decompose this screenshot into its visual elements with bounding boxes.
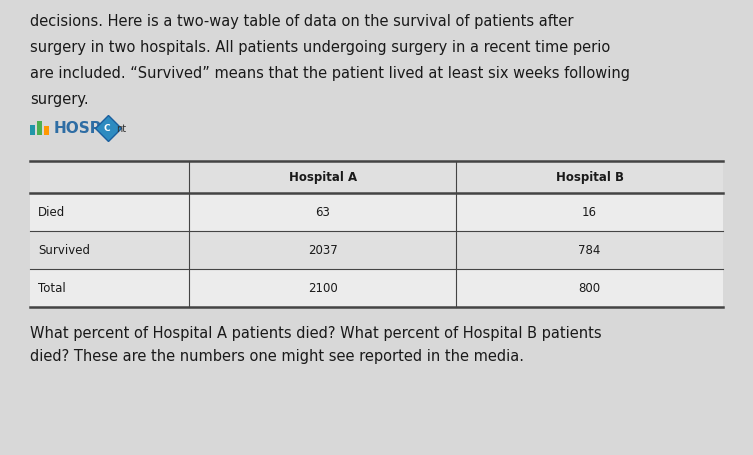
Text: nt: nt bbox=[116, 124, 126, 134]
Text: HOSP: HOSP bbox=[54, 121, 102, 136]
Text: 2100: 2100 bbox=[308, 282, 337, 295]
Text: Total: Total bbox=[38, 282, 66, 295]
FancyBboxPatch shape bbox=[30, 162, 723, 307]
Text: 800: 800 bbox=[578, 282, 601, 295]
FancyBboxPatch shape bbox=[30, 232, 723, 269]
FancyBboxPatch shape bbox=[30, 126, 35, 136]
Text: decisions. Here is a two-way table of data on the survival of patients after: decisions. Here is a two-way table of da… bbox=[30, 14, 574, 29]
Text: 63: 63 bbox=[316, 206, 331, 219]
Text: died? These are the numbers one might see reported in the media.: died? These are the numbers one might se… bbox=[30, 349, 524, 363]
FancyBboxPatch shape bbox=[44, 127, 49, 136]
Text: 784: 784 bbox=[578, 244, 601, 257]
Text: 16: 16 bbox=[582, 206, 597, 219]
Text: are included. “Survived” means that the patient lived at least six weeks followi: are included. “Survived” means that the … bbox=[30, 66, 630, 81]
Text: Hospital B: Hospital B bbox=[556, 171, 623, 184]
Text: 2037: 2037 bbox=[308, 244, 337, 257]
Text: What percent of Hospital A patients died? What percent of Hospital B patients: What percent of Hospital A patients died… bbox=[30, 325, 602, 340]
FancyBboxPatch shape bbox=[30, 269, 723, 307]
Text: Died: Died bbox=[38, 206, 66, 219]
FancyBboxPatch shape bbox=[37, 122, 42, 136]
FancyBboxPatch shape bbox=[30, 162, 723, 193]
Text: C: C bbox=[104, 124, 110, 133]
FancyBboxPatch shape bbox=[30, 193, 723, 232]
Text: surgery.: surgery. bbox=[30, 92, 89, 107]
Text: surgery in two hospitals. All patients undergoing surgery in a recent time perio: surgery in two hospitals. All patients u… bbox=[30, 40, 610, 55]
Text: Hospital A: Hospital A bbox=[288, 171, 357, 184]
Text: Survived: Survived bbox=[38, 244, 90, 257]
